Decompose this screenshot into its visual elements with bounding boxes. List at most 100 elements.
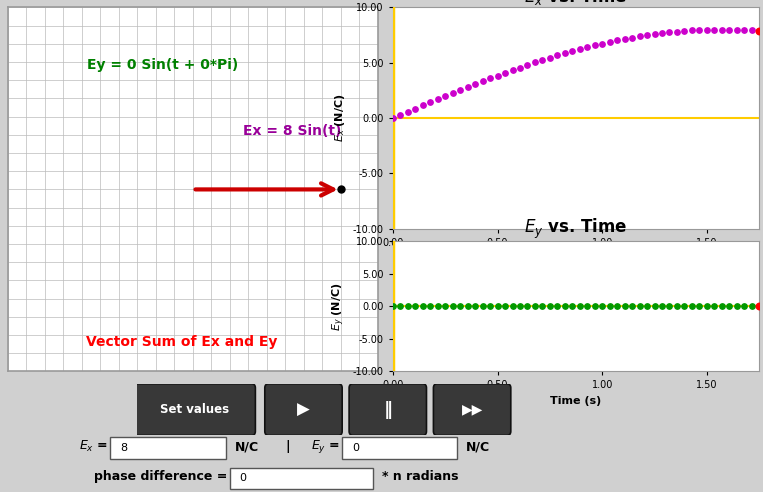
Text: Ey = 0 Sin(t + 0*Pi): Ey = 0 Sin(t + 0*Pi): [88, 58, 239, 72]
Point: [633, 302, 645, 310]
Point: [544, 302, 556, 310]
Point: [574, 45, 586, 53]
Point: [477, 77, 489, 85]
Text: * n radians: * n radians: [382, 470, 459, 483]
Point: [544, 54, 556, 62]
Point: [694, 26, 706, 34]
Point: [402, 108, 414, 116]
Point: [514, 63, 526, 71]
Point: [649, 30, 661, 38]
Point: [708, 302, 720, 310]
Text: Set values: Set values: [159, 403, 229, 416]
Point: [402, 302, 414, 310]
Point: [477, 302, 489, 310]
Point: [491, 302, 504, 310]
Point: [611, 36, 623, 44]
Point: [745, 302, 758, 310]
Point: [409, 105, 421, 113]
Point: [484, 302, 496, 310]
Point: [439, 302, 452, 310]
Point: [581, 43, 594, 51]
Text: 8: 8: [121, 443, 127, 453]
FancyBboxPatch shape: [349, 384, 427, 435]
Point: [581, 302, 594, 310]
Point: [604, 302, 616, 310]
Point: [619, 35, 631, 43]
FancyBboxPatch shape: [230, 468, 373, 489]
Text: 0: 0: [240, 473, 246, 484]
Point: [753, 27, 763, 35]
Point: [671, 302, 683, 310]
Point: [484, 74, 496, 82]
Point: [663, 302, 675, 310]
Point: [611, 302, 623, 310]
Point: [469, 302, 481, 310]
Point: [552, 52, 564, 60]
Point: [521, 61, 533, 69]
Point: [686, 302, 698, 310]
X-axis label: Time (s): Time (s): [550, 396, 602, 406]
Point: [424, 98, 436, 106]
Point: [462, 83, 474, 91]
Point: [454, 86, 466, 94]
Point: [708, 26, 720, 33]
Point: [626, 33, 638, 41]
Text: ▶▶: ▶▶: [462, 402, 483, 417]
Point: [686, 27, 698, 34]
Point: [663, 29, 675, 36]
Point: [514, 302, 526, 310]
Point: [678, 302, 691, 310]
Text: 0: 0: [352, 443, 359, 453]
Point: [417, 302, 429, 310]
Text: Ex = 8 Sin(t): Ex = 8 Sin(t): [243, 124, 342, 138]
Text: N/C: N/C: [466, 440, 491, 453]
Point: [454, 302, 466, 310]
Point: [745, 27, 758, 34]
Text: Vector Sum of Ex and Ey: Vector Sum of Ex and Ey: [86, 335, 277, 349]
Point: [446, 89, 459, 97]
Point: [738, 26, 750, 34]
Point: [738, 302, 750, 310]
Point: [529, 59, 541, 66]
Point: [446, 302, 459, 310]
Point: [462, 302, 474, 310]
Y-axis label: $E_y$ (N/C): $E_y$ (N/C): [331, 282, 347, 331]
Point: [432, 95, 444, 103]
Point: [619, 302, 631, 310]
Text: ▶: ▶: [297, 400, 310, 419]
Point: [507, 302, 519, 310]
Point: [716, 302, 728, 310]
Point: [566, 302, 578, 310]
Point: [507, 66, 519, 74]
Point: [633, 32, 645, 40]
Point: [641, 31, 653, 39]
Point: [694, 302, 706, 310]
Point: [521, 302, 533, 310]
Point: [700, 302, 713, 310]
Point: [536, 302, 549, 310]
FancyBboxPatch shape: [342, 437, 457, 459]
Point: [409, 302, 421, 310]
FancyBboxPatch shape: [433, 384, 510, 435]
Point: [566, 47, 578, 55]
Text: phase difference =: phase difference =: [95, 470, 227, 483]
Point: [678, 27, 691, 35]
Point: [604, 38, 616, 46]
Point: [387, 302, 399, 310]
Point: [394, 111, 407, 119]
Point: [432, 302, 444, 310]
Point: [626, 302, 638, 310]
Point: [529, 302, 541, 310]
Point: [596, 302, 608, 310]
Point: [469, 80, 481, 88]
Text: N/C: N/C: [235, 440, 259, 453]
Point: [387, 114, 399, 122]
Point: [731, 26, 743, 33]
Point: [723, 302, 736, 310]
Point: [641, 302, 653, 310]
Point: [574, 302, 586, 310]
FancyBboxPatch shape: [111, 437, 226, 459]
FancyBboxPatch shape: [134, 384, 256, 435]
Point: [716, 26, 728, 33]
Point: [439, 92, 452, 100]
